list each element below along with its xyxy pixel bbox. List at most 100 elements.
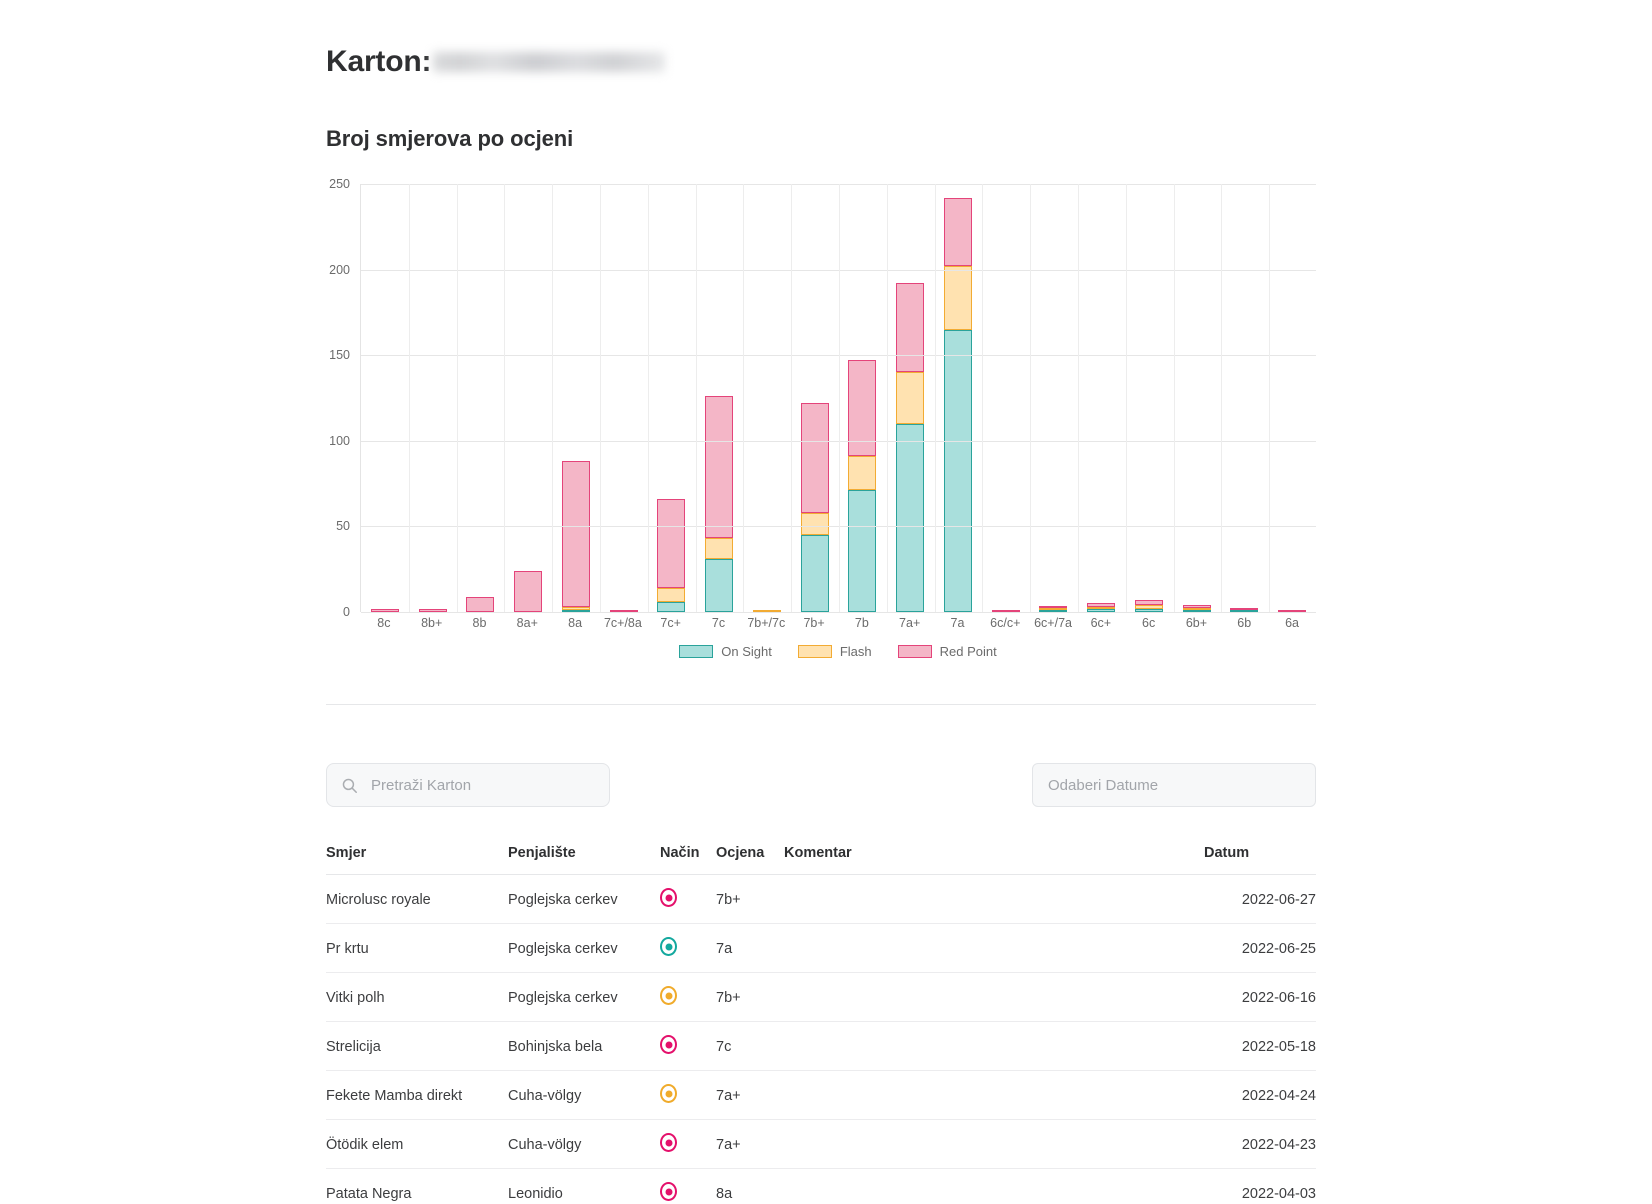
- chart-segment-red-point[interactable]: [370, 608, 399, 612]
- chart-segment-red-point[interactable]: [561, 461, 590, 607]
- chart-segment-on-sight[interactable]: [1039, 610, 1068, 612]
- cell-nacin: [660, 923, 716, 973]
- chart-segment-red-point[interactable]: [896, 283, 925, 373]
- chart-segment-on-sight[interactable]: [705, 558, 734, 612]
- chart-vertical-gridline: [647, 184, 649, 612]
- chart-segment-red-point[interactable]: [1087, 603, 1116, 607]
- cell-ocjena: 7a+: [716, 1119, 784, 1169]
- chart-segment-on-sight[interactable]: [1230, 610, 1259, 612]
- chart-bar-6b[interactable]: [1221, 184, 1269, 612]
- cell-datum: 2022-04-23: [1204, 1119, 1316, 1169]
- chart-bar-7b[interactable]: [839, 184, 887, 612]
- chart-bar-8b+[interactable]: [409, 184, 457, 612]
- chart-segment-on-sight[interactable]: [1134, 608, 1163, 612]
- chart-bar-7c[interactable]: [695, 184, 743, 612]
- column-header-datum[interactable]: Datum: [1204, 845, 1316, 875]
- column-header-nacin[interactable]: Način: [660, 845, 716, 875]
- chart-segment-flash[interactable]: [1039, 608, 1068, 610]
- chart-x-axis-labels: 8c 8b+ 8b 8a+ 8a 7c+/8a 7c+ 7c 7b+/7c 7b+ 7b 7a+ 7a 6…: [360, 616, 1316, 630]
- chart-segment-red-point[interactable]: [1134, 600, 1163, 606]
- chart-segment-flash[interactable]: [943, 266, 972, 330]
- chart-segment-red-point[interactable]: [800, 403, 829, 513]
- chart-x-tick-label: 8b+: [421, 616, 443, 630]
- chart-bar-8a[interactable]: [552, 184, 600, 612]
- chart-bar-6c+[interactable]: [1077, 184, 1125, 612]
- chart-segment-red-point[interactable]: [1182, 604, 1211, 608]
- legend-item-flash[interactable]: Flash: [797, 644, 872, 659]
- chart-segment-flash[interactable]: [705, 538, 734, 559]
- column-header-ocjena[interactable]: Ocjena: [716, 845, 784, 875]
- chart-bar-6b+[interactable]: [1173, 184, 1221, 612]
- chart-segment-flash[interactable]: [800, 512, 829, 535]
- cell-ocjena: 7b+: [716, 874, 784, 924]
- chart-segment-flash[interactable]: [657, 588, 686, 602]
- chart-segment-red-point[interactable]: [514, 570, 543, 612]
- chart-segment-red-point[interactable]: [991, 610, 1020, 612]
- chart-x-tick-label: 8a: [568, 616, 583, 630]
- chart-bar-6c+/7a[interactable]: [1030, 184, 1078, 612]
- chart-segment-red-point[interactable]: [1278, 610, 1307, 612]
- date-range-input[interactable]: [1046, 775, 1296, 795]
- column-header-penjaliste[interactable]: Penjalište: [508, 845, 660, 875]
- chart-segment-on-sight[interactable]: [657, 601, 686, 612]
- chart-segment-red-point[interactable]: [418, 608, 447, 612]
- legend-item-on-sight[interactable]: On Sight: [679, 644, 772, 659]
- chart-segment-flash[interactable]: [1182, 608, 1211, 610]
- chart-bar-7a+[interactable]: [886, 184, 934, 612]
- chart-segment-flash[interactable]: [848, 456, 877, 491]
- chart-bar-7c+/8a[interactable]: [600, 184, 648, 612]
- cell-datum: 2022-06-16: [1204, 972, 1316, 1022]
- cell-penjaliste: Leonidio: [508, 1168, 660, 1204]
- chart-vertical-gridline: [504, 184, 506, 612]
- table-row[interactable]: Fekete Mamba direkt Cuha-völgy 7a+ 2022-04-…: [326, 1070, 1316, 1120]
- cell-penjaliste: Cuha-völgy: [508, 1119, 660, 1169]
- chart-segment-on-sight[interactable]: [848, 490, 877, 612]
- chart-segment-flash[interactable]: [1087, 606, 1116, 609]
- chart-bar-7b+[interactable]: [791, 184, 839, 612]
- cell-nacin: [660, 972, 716, 1022]
- table-row[interactable]: Strelicija Bohinjska bela 7c 2022-05-18: [326, 1021, 1316, 1071]
- search-box[interactable]: [326, 763, 610, 807]
- column-header-smjer[interactable]: Smjer: [326, 845, 508, 875]
- chart-segment-on-sight[interactable]: [1087, 608, 1116, 612]
- chart-segment-red-point[interactable]: [1230, 608, 1259, 610]
- chart-bar-6c/c+[interactable]: [982, 184, 1030, 612]
- chart-bar-8a+[interactable]: [504, 184, 552, 612]
- chart-segment-flash[interactable]: [1134, 605, 1163, 609]
- chart-gridline: [361, 440, 1316, 442]
- chart-segment-flash[interactable]: [561, 606, 590, 610]
- legend-item-red-point[interactable]: Red Point: [897, 644, 997, 659]
- chart-bar-8c[interactable]: [361, 184, 409, 612]
- chart-segment-on-sight[interactable]: [1182, 610, 1211, 612]
- chart-segment-red-point[interactable]: [1039, 606, 1068, 608]
- chart-segment-red-point[interactable]: [943, 197, 972, 267]
- chart-segment-flash[interactable]: [896, 372, 925, 424]
- search-input[interactable]: [369, 775, 589, 795]
- table-row[interactable]: Pr krtu Poglejska cerkev 7a 2022-06-25: [326, 923, 1316, 973]
- cell-smjer: Microlusc royale: [326, 874, 508, 924]
- table-row[interactable]: Patata Negra Leonidio 8a 2022-04-03: [326, 1168, 1316, 1204]
- chart-segment-on-sight[interactable]: [943, 329, 972, 612]
- table-row[interactable]: Ötödik elem Cuha-völgy 7a+ 2022-04-23: [326, 1119, 1316, 1169]
- chart-bar-7b+/7c[interactable]: [743, 184, 791, 612]
- chart-bar-7a[interactable]: [934, 184, 982, 612]
- chart-segment-red-point[interactable]: [705, 396, 734, 539]
- cell-penjaliste: Poglejska cerkev: [508, 923, 660, 973]
- chart-segment-red-point[interactable]: [848, 360, 877, 457]
- table-row[interactable]: Microlusc royale Poglejska cerkev 7b+ 2022-…: [326, 874, 1316, 924]
- chart-segment-on-sight[interactable]: [561, 610, 590, 612]
- chart-segment-red-point[interactable]: [609, 610, 638, 612]
- chart-bar-6c[interactable]: [1125, 184, 1173, 612]
- chart-segment-on-sight[interactable]: [896, 423, 925, 612]
- chart-x-tick-label: 6a: [1285, 616, 1299, 630]
- chart-bar-8b[interactable]: [457, 184, 505, 612]
- column-header-komentar[interactable]: Komentar: [784, 845, 1204, 875]
- chart-segment-red-point[interactable]: [657, 499, 686, 589]
- chart-segment-on-sight[interactable]: [800, 534, 829, 612]
- chart-bar-6a[interactable]: [1268, 184, 1316, 612]
- table-row[interactable]: Vitki polh Poglejska cerkev 7b+ 2022-06-16: [326, 972, 1316, 1022]
- date-range-picker[interactable]: [1032, 763, 1316, 807]
- chart-segment-flash[interactable]: [752, 610, 781, 612]
- chart-bar-7c+[interactable]: [648, 184, 696, 612]
- chart-segment-red-point[interactable]: [466, 596, 495, 612]
